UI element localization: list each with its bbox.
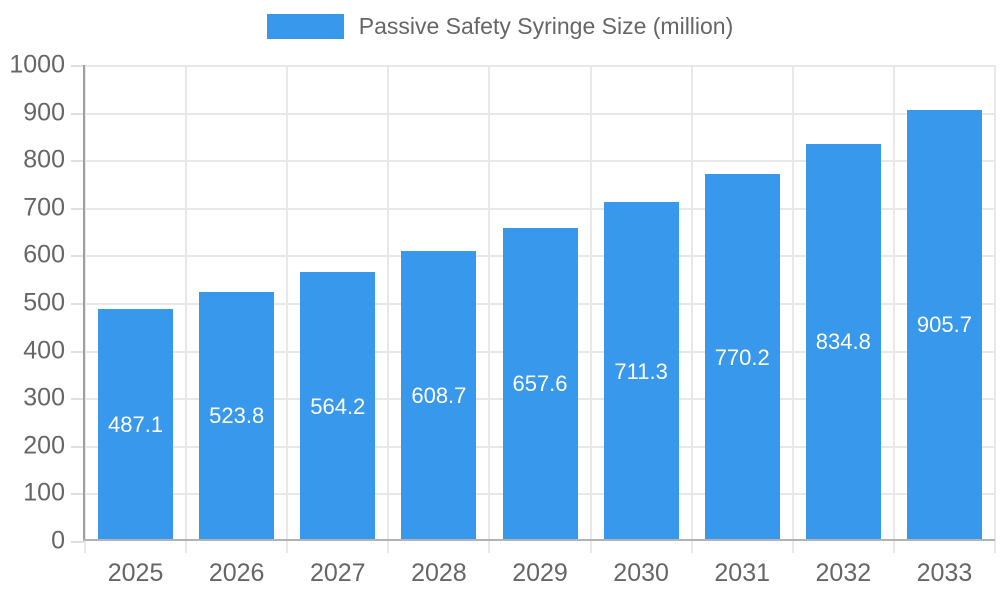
x-axis-label: 2029 [512, 559, 568, 587]
bar[interactable] [98, 309, 174, 541]
legend-swatch [266, 14, 344, 40]
y-axis-line [83, 65, 85, 541]
x-axis-label: 2026 [208, 559, 265, 587]
y-axis-label: 600 [23, 240, 65, 269]
y-axis-label: 0 [51, 526, 65, 555]
y-axis-label: 800 [23, 145, 65, 174]
gridline-horizontal [85, 207, 995, 210]
plot-area: 0 100 200 300 400 500 600 700 800 900 1000 487.1 202… [9, 51, 996, 587]
y-axis-label: 300 [23, 383, 65, 412]
y-axis-tick [71, 207, 85, 210]
y-axis-tick [71, 255, 85, 258]
gridline-vertical [387, 65, 390, 553]
gridline-vertical [185, 65, 188, 553]
gridline-vertical [84, 65, 86, 553]
y-axis-tick [71, 350, 85, 353]
x-axis-label: 2028 [411, 559, 467, 587]
x-axis-label: 2031 [714, 559, 771, 587]
x-axis-label: 2027 [309, 559, 366, 587]
x-axis-label: 2033 [916, 559, 973, 587]
legend[interactable]: Passive Safety Syringe Size (million) [0, 13, 1000, 41]
x-axis-label: 2032 [815, 559, 872, 587]
y-axis-tick [71, 398, 85, 401]
bar[interactable] [906, 109, 982, 541]
gridline-vertical [589, 65, 592, 553]
y-axis-label: 1000 [9, 50, 65, 79]
gridline-horizontal [85, 65, 995, 67]
gridline-horizontal [85, 112, 995, 115]
gridline-vertical [892, 65, 895, 553]
y-axis-tick [71, 65, 85, 67]
x-axis-line [83, 539, 995, 541]
y-axis-label: 700 [23, 193, 65, 222]
x-axis-label: 2025 [107, 559, 164, 587]
legend-label: Passive Safety Syringe Size (million) [358, 13, 734, 39]
gridline-vertical [286, 65, 289, 553]
bar[interactable] [199, 291, 275, 541]
bar[interactable] [502, 227, 578, 541]
y-axis-tick [71, 112, 85, 115]
bar[interactable] [401, 251, 477, 541]
y-axis-tick [71, 160, 85, 163]
y-axis-label: 900 [23, 98, 65, 127]
gridline-vertical [791, 65, 794, 553]
bar[interactable] [805, 143, 881, 541]
gridline-vertical [690, 65, 693, 553]
x-axis-label: 2030 [613, 559, 669, 587]
bar[interactable] [300, 272, 376, 541]
y-axis-tick [71, 541, 85, 543]
y-axis-tick [71, 303, 85, 305]
y-axis-label: 100 [23, 478, 65, 507]
y-axis-tick [71, 493, 85, 496]
bar[interactable] [704, 174, 780, 541]
bar[interactable] [603, 202, 679, 541]
y-axis-label: 500 [23, 288, 65, 317]
gridline-vertical [994, 65, 996, 553]
y-axis-label: 200 [23, 431, 65, 460]
y-axis-tick [71, 445, 85, 448]
gridline-vertical [488, 65, 491, 553]
y-axis-label: 400 [23, 336, 65, 365]
gridline-horizontal [85, 160, 995, 163]
